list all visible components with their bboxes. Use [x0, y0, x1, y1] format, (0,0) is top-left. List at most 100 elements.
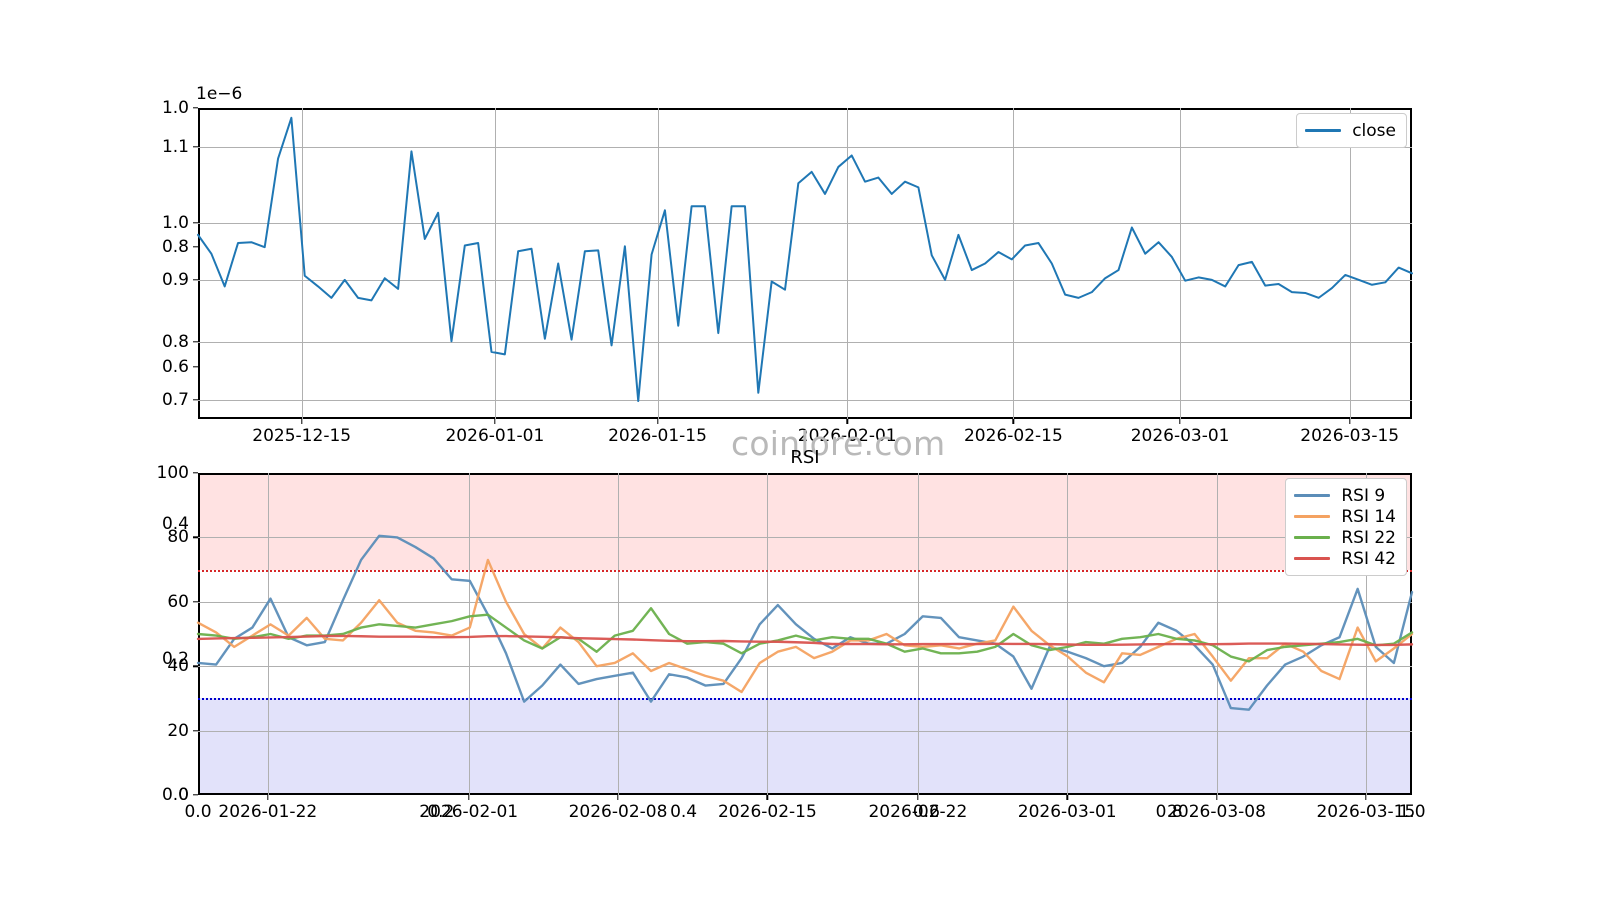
price-chart-legend[interactable]: close [1296, 113, 1407, 148]
price-x-tick-label: 2026-01-01 [445, 426, 545, 446]
rsi-gridline-vertical [1067, 473, 1069, 795]
rsi-threshold-line [198, 569, 1412, 572]
price-chart-axes: 1.0 1.1 1.0 0.8 0.9 0.8 0.6 0.7 2025-12-15 2026-… [162, 84, 1413, 446]
rsi-gridline-horizontal [198, 537, 1412, 539]
rsi-y-tick-label: 60 [167, 591, 189, 612]
rsi-x-tick-mark [1365, 795, 1367, 800]
rsi-y-tick-label: 40 [167, 656, 189, 677]
rsi-gridline-horizontal [198, 601, 1412, 603]
rsi-y-tick-label: 100 [156, 463, 189, 483]
rsi-x-tick-label: 2026-03-15 [1316, 802, 1416, 822]
rsi-x-tick-mark [617, 795, 619, 800]
rsi-chart-axes: RSI 100 80 60 40 20 0 2026-01-22 2026-02-01 202… [157, 447, 1426, 822]
rsi-secondary-x-tick-label: 0.2 [427, 802, 455, 822]
rsi-legend-label: RSI 14 [1341, 506, 1396, 527]
rsi-x-tick-label: 2026-01-22 [218, 802, 318, 822]
rsi-legend-swatch [1294, 515, 1331, 518]
price-y-tick-mark [193, 341, 198, 343]
price-x-tick-mark [846, 419, 848, 424]
rsi-legend-label: RSI 42 [1341, 548, 1396, 569]
price-gridline-horizontal [198, 147, 1412, 148]
rsi-x-tick-label: 2026-02-01 [419, 802, 519, 822]
price-gridline-vertical [301, 108, 303, 419]
rsi-y-tick-mark [193, 536, 198, 539]
rsi-x-tick-label: 2026-03-08 [1167, 802, 1266, 822]
rsi-legend-swatch [1294, 536, 1331, 539]
rsi-axis-spine-top [198, 473, 1412, 475]
rsi-y-tick-mark [193, 601, 198, 603]
price-axis-spine-left [198, 108, 200, 419]
price-axis-spine-right [1410, 108, 1412, 419]
rsi-legend-item[interactable]: RSI 22 [1294, 527, 1396, 548]
rsi-chart-legend[interactable]: RSI 9 RSI 14 RSI 22 RSI 42 [1285, 478, 1407, 576]
rsi-band [198, 698, 1412, 795]
price-y-tick-mark [193, 146, 198, 148]
rsi-x-tick-mark [766, 795, 769, 800]
price-gridline-vertical [494, 108, 496, 419]
rsi-secondary-x-tick-label: 0.6 [912, 802, 940, 822]
rsi-gridline-horizontal [198, 730, 1412, 732]
price-gridline-vertical [657, 108, 659, 419]
rsi-band [198, 473, 1412, 570]
rsi-x-tick-label: 2026-03-01 [1017, 802, 1117, 822]
rsi-secondary-y-tick-label: 0.4 [161, 514, 189, 534]
coinlore-watermark: coinlore.com [731, 424, 946, 463]
rsi-x-tick-label: 2026-02-15 [717, 802, 817, 822]
price-x-tick-mark [494, 419, 496, 424]
price-axis-spine-top [198, 108, 1412, 110]
rsi-legend-label: RSI 22 [1341, 527, 1396, 548]
rsi-legend-item[interactable]: RSI 14 [1294, 506, 1396, 527]
rsi-legend-item[interactable]: RSI 42 [1294, 548, 1396, 569]
price-gridline-horizontal [198, 342, 1412, 343]
price-y-tick-label: 0.6 [161, 357, 189, 377]
rsi-gridline-vertical [767, 473, 769, 795]
rsi-x-tick-mark [1215, 795, 1218, 800]
rsi-legend-item[interactable]: RSI 9 [1294, 485, 1396, 506]
price-y-tick-label: 0.7 [161, 390, 189, 410]
rsi-secondary-x-tick-label: 0.0 [184, 802, 212, 822]
price-x-tick-mark [656, 419, 659, 424]
price-x-tick-label: 2026-03-01 [1130, 426, 1230, 446]
rsi-legend-swatch [1294, 494, 1331, 497]
rsi-gridline-vertical [917, 473, 919, 795]
rsi-y-tick-label: 0 [178, 785, 189, 805]
price-y-tick-mark [193, 399, 198, 401]
rsi-y-tick-mark [193, 472, 198, 474]
rsi-gridline-vertical [1365, 473, 1367, 795]
price-y-tick-mark [193, 222, 198, 224]
rsi-secondary-x-tick-label: 0.8 [1155, 802, 1183, 822]
price-x-tick-label: 2026-02-15 [963, 426, 1063, 446]
rsi-legend-label: RSI 9 [1341, 485, 1386, 506]
price-y-tick-mark [193, 246, 198, 248]
price-gridline-horizontal [198, 280, 1412, 281]
rsi-secondary-y-tick-label: 0.0 [161, 785, 189, 805]
rsi-legend-swatch [1294, 557, 1331, 560]
price-x-tick-mark [1348, 419, 1351, 424]
rsi-threshold-line [198, 698, 1412, 701]
rsi-x-tick-mark [467, 795, 470, 800]
rsi-y-tick-mark [193, 794, 198, 796]
price-y-tick-mark [193, 279, 198, 281]
price-y-tick-label: 0.9 [161, 270, 189, 290]
rsi-line-series [196, 534, 1414, 711]
rsi-axis-spine-bottom [198, 793, 1412, 795]
price-line-series [197, 116, 1413, 402]
rsi-chart-title: RSI [790, 447, 820, 468]
price-gridline-horizontal [198, 400, 1412, 401]
price-gridline-vertical [847, 108, 849, 419]
price-x-tick-label: 2026-03-15 [1300, 426, 1400, 446]
rsi-y-tick-mark [193, 729, 198, 732]
price-y-tick-label: 1.1 [161, 137, 189, 157]
price-x-tick-mark [1012, 419, 1015, 424]
price-gridline-vertical [1349, 108, 1351, 419]
price-gridline-vertical [1013, 108, 1015, 419]
rsi-secondary-x-tick-label: 1.0 [1398, 802, 1426, 822]
price-x-tick-mark [300, 419, 303, 424]
price-legend-item[interactable]: close [1305, 120, 1396, 141]
price-y-axis-offset-text: 1e−6 [196, 84, 243, 104]
price-y-tick-label: 0.8 [161, 332, 189, 352]
price-x-tick-label: 2025-12-15 [252, 426, 352, 446]
rsi-gridline-horizontal [198, 666, 1412, 668]
price-y-tick-label: 1.0 [161, 98, 189, 118]
